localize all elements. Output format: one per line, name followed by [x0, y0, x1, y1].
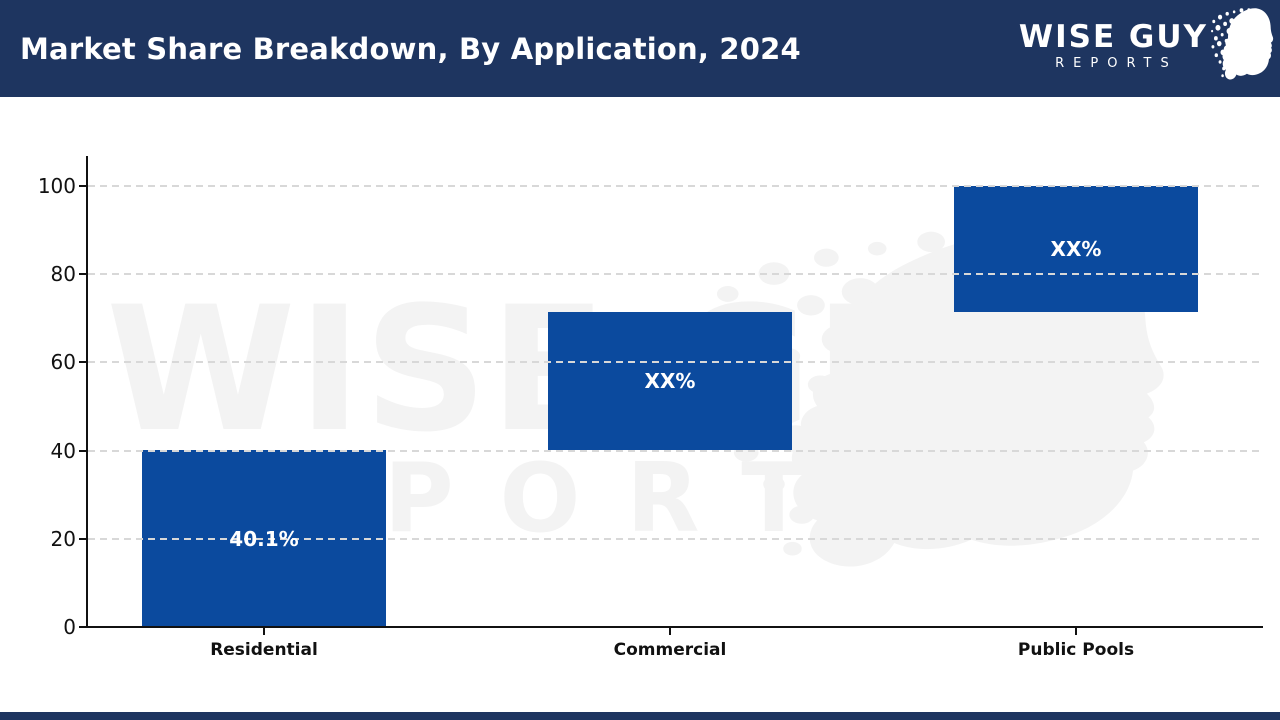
x-axis-line — [86, 626, 1263, 628]
gridline — [88, 449, 1263, 452]
gridline — [88, 537, 1263, 540]
y-tick — [79, 361, 87, 364]
wiseguy-logo: WISE GUY REPORTS — [1019, 7, 1274, 93]
y-tick — [79, 273, 87, 276]
bar-value-label: 40.1% — [229, 526, 299, 551]
logo-face-icon — [1210, 7, 1274, 89]
y-tick — [79, 626, 87, 628]
logo-subtitle: REPORTS — [1055, 55, 1178, 71]
gridline — [88, 185, 1263, 187]
x-tick — [669, 628, 671, 635]
y-tick — [79, 537, 87, 540]
bar-commercial — [548, 312, 792, 451]
x-axis-label: Public Pools — [1017, 640, 1135, 660]
bar-value-label: XX% — [644, 369, 696, 394]
logo-text: WISE GUY REPORTS — [1019, 21, 1208, 71]
y-tick-label: 40 — [50, 438, 76, 463]
y-tick — [79, 185, 87, 187]
x-tick — [1075, 628, 1077, 635]
y-tick-label: 60 — [50, 350, 76, 375]
gridline — [88, 273, 1263, 276]
y-tick — [79, 449, 87, 452]
x-axis-label: Residential — [210, 640, 318, 660]
gridline — [88, 361, 1263, 364]
bar-public-pools — [954, 186, 1198, 313]
header-bar: Market Share Breakdown, By Application, … — [0, 0, 1280, 97]
x-axis-label: Commercial — [613, 640, 727, 660]
chart-title: Market Share Breakdown, By Application, … — [20, 31, 801, 66]
y-tick-label: 80 — [50, 262, 76, 287]
y-tick-label: 20 — [50, 526, 76, 551]
y-tick-label: 100 — [37, 174, 76, 198]
bar-value-label: XX% — [1050, 237, 1102, 262]
y-axis-line — [86, 156, 88, 628]
footer-bar — [0, 712, 1280, 720]
x-tick — [263, 628, 265, 635]
logo-wordmark: WISE GUY — [1018, 19, 1208, 55]
y-tick-label: 0 — [63, 615, 76, 639]
